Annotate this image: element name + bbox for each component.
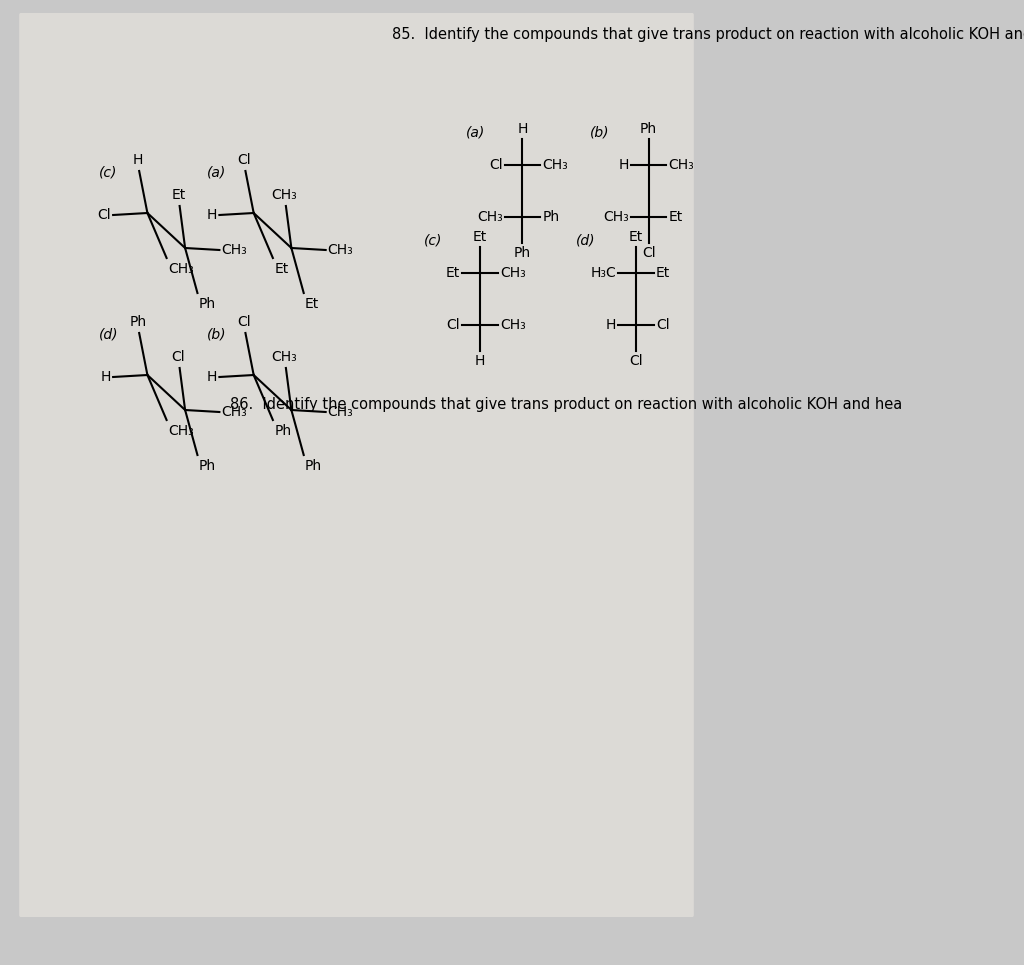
Text: (a): (a): [466, 125, 485, 139]
Text: H₃C: H₃C: [591, 266, 616, 280]
Text: 86.  Identify the compounds that give trans product on reaction with alcoholic K: 86. Identify the compounds that give tra…: [229, 397, 902, 412]
Text: CH₃: CH₃: [328, 405, 353, 419]
Text: CH₃: CH₃: [543, 158, 568, 172]
Text: Et: Et: [473, 230, 487, 244]
Text: Cl: Cl: [238, 153, 251, 167]
Text: CH₃: CH₃: [477, 210, 503, 224]
Text: Cl: Cl: [642, 246, 655, 260]
Text: CH₃: CH₃: [328, 243, 353, 257]
Text: CH₃: CH₃: [669, 158, 694, 172]
Text: Ph: Ph: [305, 459, 323, 473]
Text: Cl: Cl: [656, 318, 670, 332]
Text: Et: Et: [445, 266, 460, 280]
Text: CH₃: CH₃: [221, 405, 247, 419]
Text: H: H: [207, 370, 217, 384]
Text: CH₃: CH₃: [500, 266, 525, 280]
Text: Cl: Cl: [446, 318, 460, 332]
Text: Ph: Ph: [640, 122, 657, 136]
Text: CH₃: CH₃: [603, 210, 629, 224]
Text: Et: Et: [274, 262, 289, 276]
Text: H: H: [618, 158, 629, 172]
Text: CH₃: CH₃: [271, 350, 297, 364]
Text: Cl: Cl: [97, 208, 111, 222]
Text: Cl: Cl: [488, 158, 503, 172]
Text: Ph: Ph: [199, 459, 216, 473]
Text: (d): (d): [99, 327, 119, 341]
Text: (d): (d): [575, 233, 595, 247]
Text: Et: Et: [305, 297, 319, 311]
Text: (c): (c): [424, 233, 442, 247]
Text: H: H: [100, 370, 111, 384]
Text: (b): (b): [590, 125, 609, 139]
Text: Ph: Ph: [129, 315, 146, 329]
Text: CH₃: CH₃: [500, 318, 525, 332]
Text: Ph: Ph: [543, 210, 559, 224]
Text: Cl: Cl: [238, 315, 251, 329]
Text: Cl: Cl: [171, 350, 185, 364]
Text: H: H: [606, 318, 616, 332]
Text: Ph: Ph: [514, 246, 531, 260]
Text: CH₃: CH₃: [168, 262, 194, 276]
Text: (b): (b): [207, 327, 226, 341]
Text: (a): (a): [207, 165, 226, 179]
Text: (c): (c): [99, 165, 118, 179]
Text: Et: Et: [629, 230, 643, 244]
Text: Et: Et: [656, 266, 671, 280]
FancyBboxPatch shape: [19, 13, 694, 917]
Text: Et: Et: [669, 210, 683, 224]
Text: CH₃: CH₃: [168, 424, 194, 438]
Text: CH₃: CH₃: [221, 243, 247, 257]
Text: Cl: Cl: [630, 354, 643, 368]
Text: Et: Et: [171, 188, 185, 202]
Text: H: H: [207, 208, 217, 222]
Text: Ph: Ph: [274, 424, 292, 438]
Text: CH₃: CH₃: [271, 188, 297, 202]
Text: Ph: Ph: [199, 297, 216, 311]
Text: H: H: [475, 354, 485, 368]
Text: H: H: [133, 153, 143, 167]
Text: H: H: [517, 122, 527, 136]
Text: 85.  Identify the compounds that give trans product on reaction with alcoholic K: 85. Identify the compounds that give tra…: [392, 27, 1024, 42]
